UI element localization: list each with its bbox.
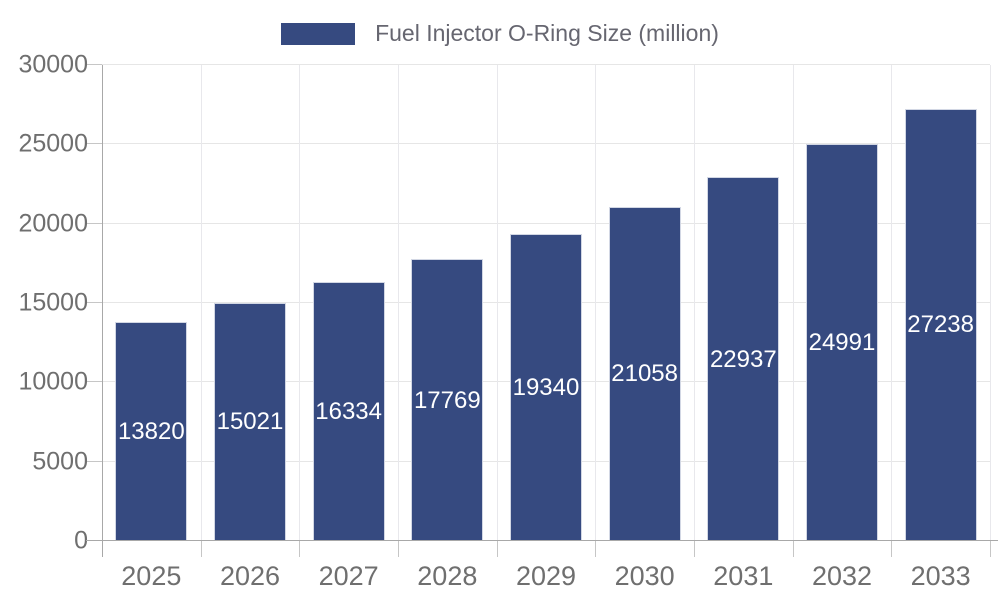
x-axis-tick xyxy=(200,541,202,557)
x-gridline xyxy=(397,65,399,541)
y-tick-label: 25000 xyxy=(18,129,88,158)
x-tick-label: 2026 xyxy=(219,561,281,591)
bar-value-label: 27238 xyxy=(907,311,975,339)
legend-swatch-icon xyxy=(281,22,356,45)
x-gridline xyxy=(990,65,991,541)
x-tick-label: 2031 xyxy=(713,561,774,591)
bar-2025[interactable]: 13820 xyxy=(115,321,188,541)
bar-2031[interactable]: 22937 xyxy=(707,177,780,541)
x-axis-line xyxy=(86,540,998,541)
x-axis-tick xyxy=(891,541,893,557)
y-tick-label: 5000 xyxy=(32,447,88,476)
y-axis-tick xyxy=(86,460,102,462)
bar-2033[interactable]: 27238 xyxy=(904,108,977,541)
x-gridline xyxy=(595,65,597,541)
x-gridline xyxy=(496,65,498,541)
x-tick-label: 2028 xyxy=(417,561,478,591)
x-gridline xyxy=(891,65,893,541)
x-axis-tick xyxy=(397,541,399,557)
x-axis-tick xyxy=(496,541,498,557)
y-tick-label: 20000 xyxy=(18,209,88,238)
y-axis-tick xyxy=(86,143,102,145)
bar-value-label: 17769 xyxy=(413,386,481,414)
y-tick-label: 15000 xyxy=(18,288,88,317)
x-gridline xyxy=(299,65,301,541)
bar-2029[interactable]: 19340 xyxy=(509,234,582,541)
bar-2028[interactable]: 17769 xyxy=(411,259,484,541)
x-axis-tick xyxy=(595,541,597,557)
x-tick-label: 2029 xyxy=(515,561,577,591)
x-axis-tick xyxy=(990,541,991,557)
x-tick-label: 2033 xyxy=(910,561,971,591)
legend[interactable]: Fuel Injector O-Ring Size (million) xyxy=(0,20,1000,47)
bar-2030[interactable]: 21058 xyxy=(608,206,681,541)
y-tick-label: 0 xyxy=(74,526,88,555)
y-axis-tick xyxy=(86,302,102,303)
x-tick-label: 2030 xyxy=(614,561,675,591)
bar-value-label: 21058 xyxy=(611,360,679,388)
x-tick-label: 2025 xyxy=(121,561,182,591)
x-gridline xyxy=(200,65,202,541)
x-gridline xyxy=(693,65,695,541)
y-axis-tick xyxy=(86,64,102,65)
y-axis-tick xyxy=(86,222,102,224)
y-tick-label: 30000 xyxy=(18,50,88,79)
y-axis-tick xyxy=(86,381,102,383)
y-tick-label: 10000 xyxy=(18,367,88,396)
bar-2026[interactable]: 15021 xyxy=(213,302,286,541)
x-axis-tick xyxy=(693,541,695,557)
bar-value-label: 15021 xyxy=(216,408,284,436)
x-tick-label: 2032 xyxy=(811,561,873,591)
plot-area: 0 5000 10000 15000 20000 25000 30000 13820 2025 1… xyxy=(18,52,998,590)
y-axis-line xyxy=(102,65,103,557)
y-gridline xyxy=(102,222,990,224)
x-tick-label: 2027 xyxy=(318,561,379,591)
bar-value-label: 22937 xyxy=(709,345,777,373)
bar-value-label: 24991 xyxy=(808,329,876,357)
x-axis-tick xyxy=(792,541,794,557)
legend-label: Fuel Injector O-Ring Size (million) xyxy=(375,20,719,46)
bar-value-label: 19340 xyxy=(512,374,580,402)
bar-value-label: 16334 xyxy=(315,397,383,425)
bar-2027[interactable]: 16334 xyxy=(312,281,385,541)
y-gridline xyxy=(102,64,990,65)
x-axis-tick xyxy=(299,541,301,557)
bar-value-label: 13820 xyxy=(117,417,185,445)
bar-2032[interactable]: 24991 xyxy=(805,144,878,541)
y-gridline xyxy=(102,143,990,145)
x-gridline xyxy=(792,65,794,541)
